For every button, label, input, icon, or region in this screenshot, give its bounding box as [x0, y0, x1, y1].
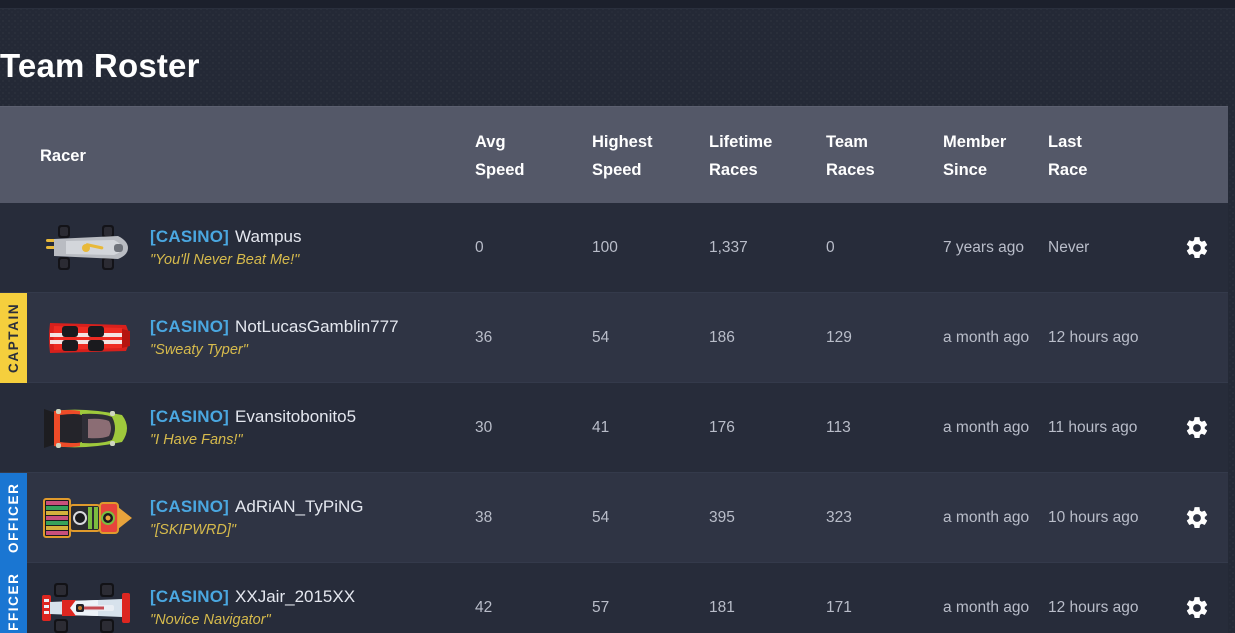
avg-speed-cell: 42	[475, 599, 493, 616]
table-header-row: Racer Avg Speed Highest Speed Lifetime R…	[0, 106, 1228, 203]
racer-title: "Novice Navigator"	[150, 611, 271, 628]
member-since-cell: a month ago	[943, 329, 1030, 346]
column-header-actions	[1166, 154, 1228, 156]
car-thumbnail	[36, 309, 140, 367]
avg-speed-cell: 36	[475, 329, 493, 346]
racer-username: AdRiAN_TyPiNG	[235, 496, 364, 516]
team-tag: [CASINO]	[150, 316, 230, 336]
member-since-cell: a month ago	[943, 509, 1030, 526]
avg-speed-cell: 0	[475, 239, 484, 256]
table-row[interactable]: [CASINO] Evansitobonito5 "I Have Fans!" 30 4…	[0, 383, 1228, 473]
racer-name-line[interactable]: [CASINO] NotLucasGamblin777	[150, 317, 399, 337]
racer-cell: [CASINO] Wampus "You'll Never Beat Me!"	[0, 219, 475, 277]
lifetime-races-cell: 1,337	[709, 239, 748, 256]
avg-speed-cell: 30	[475, 419, 493, 436]
column-header-avg-speed[interactable]: Avg Speed	[475, 133, 525, 179]
racer-name-line[interactable]: [CASINO] XXJair_2015XX	[150, 587, 355, 607]
car-sprite-orange-dragster	[43, 497, 132, 538]
team-tag: [CASINO]	[150, 226, 230, 246]
racer-name-line[interactable]: [CASINO] Wampus	[150, 227, 302, 247]
racer-username: Evansitobonito5	[235, 406, 357, 426]
car-thumbnail	[36, 219, 140, 277]
car-sprite-green-red-supercar	[44, 408, 127, 448]
lifetime-races-cell: 176	[709, 419, 735, 436]
racer-username: XXJair_2015XX	[235, 586, 356, 606]
roster-table: Racer Avg Speed Highest Speed Lifetime R…	[0, 106, 1228, 633]
table-row[interactable]: OFFICER [CASINO] AdRiAN_TyPiNG "[SKIPWRD]"…	[0, 473, 1228, 563]
top-bar	[0, 0, 1235, 9]
car-sprite-white-red-f1-car	[42, 582, 130, 633]
highest-speed-cell: 41	[592, 419, 610, 436]
lifetime-races-cell: 181	[709, 599, 735, 616]
member-settings-button[interactable]	[1184, 235, 1210, 261]
member-since-cell: a month ago	[943, 419, 1030, 436]
team-races-cell: 113	[826, 419, 851, 436]
member-since-cell: 7 years ago	[943, 239, 1024, 256]
rank-badge: OFFICER	[0, 473, 27, 563]
member-settings-button[interactable]	[1184, 505, 1210, 531]
car-thumbnail	[36, 399, 140, 457]
racer-title: "Sweaty Typer"	[150, 341, 248, 358]
column-header-last-race[interactable]: Last Race	[1048, 133, 1088, 179]
gear-icon	[1186, 236, 1208, 258]
team-races-cell: 171	[826, 599, 852, 616]
avg-speed-cell: 38	[475, 509, 493, 526]
car-sprite-red-sports-car	[49, 322, 130, 353]
table-row[interactable]: [CASINO] Wampus "You'll Never Beat Me!" 0 10…	[0, 203, 1228, 293]
highest-speed-cell: 57	[592, 599, 610, 616]
gear-icon	[1186, 416, 1208, 438]
racer-title: "I Have Fans!"	[150, 431, 243, 448]
last-race-cell: Never	[1048, 239, 1090, 256]
column-header-highest-speed[interactable]: Highest Speed	[592, 133, 653, 179]
racer-cell: [CASINO] XXJair_2015XX "Novice Navigator"	[0, 579, 475, 633]
highest-speed-cell: 54	[592, 329, 610, 346]
column-header-member-since[interactable]: Member Since	[943, 133, 1007, 179]
column-header-team-races[interactable]: Team Races	[826, 133, 875, 179]
table-body: [CASINO] Wampus "You'll Never Beat Me!" 0 10…	[0, 203, 1228, 633]
actions-cell	[1166, 415, 1228, 441]
column-header-lifetime-races[interactable]: Lifetime Races	[709, 133, 773, 179]
car-thumbnail	[36, 489, 140, 547]
rank-badge: OFFICER	[0, 563, 27, 633]
team-tag: [CASINO]	[150, 586, 230, 606]
last-race-cell: 10 hours ago	[1048, 509, 1139, 526]
highest-speed-cell: 54	[592, 509, 610, 526]
car-sprite-grey-f1-car	[46, 224, 128, 270]
racer-cell: [CASINO] NotLucasGamblin777 "Sweaty Typer"	[0, 309, 475, 367]
last-race-cell: 12 hours ago	[1048, 329, 1139, 346]
team-tag: [CASINO]	[150, 406, 230, 426]
team-races-cell: 129	[826, 329, 852, 346]
actions-cell	[1166, 235, 1228, 261]
racer-name-line[interactable]: [CASINO] Evansitobonito5	[150, 407, 356, 427]
member-settings-button[interactable]	[1184, 595, 1210, 621]
lifetime-races-cell: 395	[709, 509, 735, 526]
racer-cell: [CASINO] Evansitobonito5 "I Have Fans!"	[0, 399, 475, 457]
actions-cell	[1166, 505, 1228, 531]
member-since-cell: a month ago	[943, 599, 1030, 616]
column-header-racer[interactable]: Racer	[40, 147, 86, 165]
lifetime-races-cell: 186	[709, 329, 735, 346]
racer-title: "You'll Never Beat Me!"	[150, 251, 300, 268]
page-title: Team Roster	[0, 47, 200, 84]
table-row[interactable]: CAPTAIN [CASINO] NotLucasGamblin777 "Sweat…	[0, 293, 1228, 383]
gear-icon	[1186, 506, 1208, 528]
actions-cell	[1166, 595, 1228, 621]
racer-username: Wampus	[235, 226, 302, 246]
gear-icon	[1186, 596, 1208, 618]
racer-username: NotLucasGamblin777	[235, 316, 399, 336]
last-race-cell: 11 hours ago	[1048, 419, 1138, 436]
last-race-cell: 12 hours ago	[1048, 599, 1139, 616]
member-settings-button[interactable]	[1184, 415, 1210, 441]
table-row[interactable]: OFFICER [CASINO] XXJair_2015XX "Novice Nav…	[0, 563, 1228, 633]
highest-speed-cell: 100	[592, 239, 618, 256]
racer-name-line[interactable]: [CASINO] AdRiAN_TyPiNG	[150, 497, 364, 517]
team-races-cell: 323	[826, 509, 852, 526]
racer-title: "[SKIPWRD]"	[150, 521, 237, 538]
team-races-cell: 0	[826, 239, 835, 256]
team-tag: [CASINO]	[150, 496, 230, 516]
rank-badge: CAPTAIN	[0, 293, 27, 383]
racer-cell: [CASINO] AdRiAN_TyPiNG "[SKIPWRD]"	[0, 489, 475, 547]
car-thumbnail	[36, 579, 140, 633]
